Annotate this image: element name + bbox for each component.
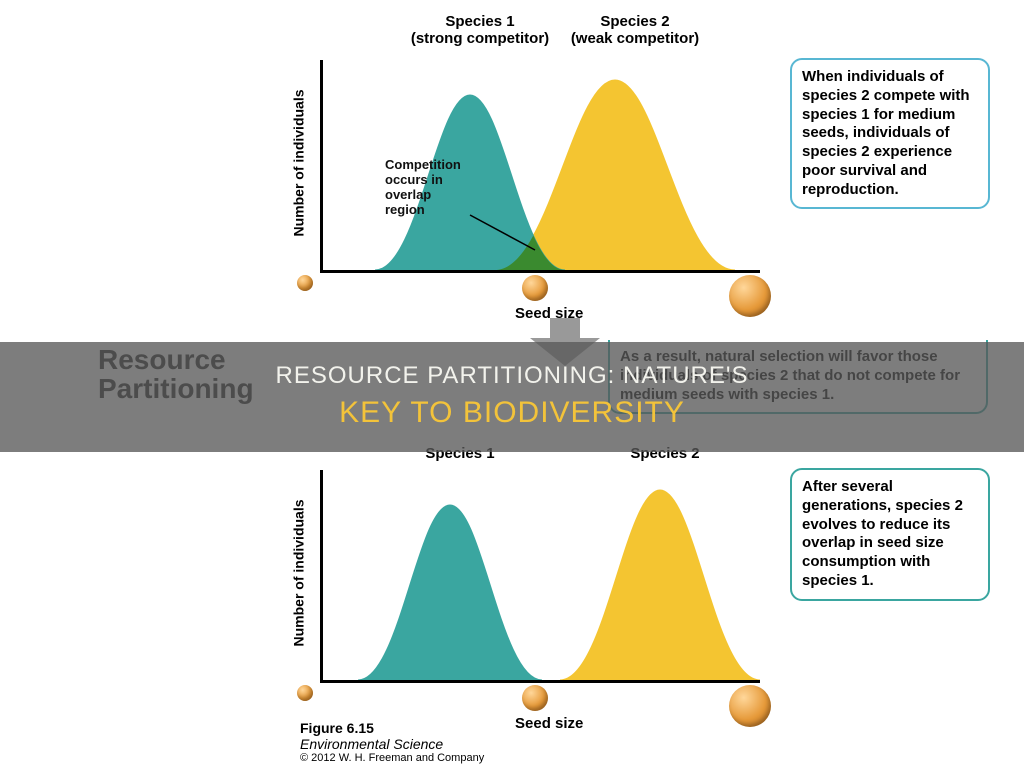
headline-line2: KEY TO BIODIVERSITY bbox=[0, 396, 1024, 430]
headline-overlay: RESOURCE PARTITIONING: NATURE'S KEY TO B… bbox=[0, 342, 1024, 452]
callout-top-right: When individuals of species 2 compete wi… bbox=[790, 58, 990, 209]
seed-icon bbox=[522, 685, 548, 711]
overlap-annotation: Competitionoccurs inoverlapregion bbox=[385, 158, 461, 218]
bottom-x-axis bbox=[320, 680, 760, 683]
seed-icon bbox=[729, 685, 771, 727]
top-species1-label: Species 1(strong competitor) bbox=[410, 14, 550, 47]
seed-icon bbox=[297, 685, 313, 701]
top-y-axis bbox=[320, 60, 323, 270]
seed-icon bbox=[522, 275, 548, 301]
caption-source: Environmental Science bbox=[300, 736, 484, 752]
caption-copyright: © 2012 W. H. Freeman and Company bbox=[300, 752, 484, 764]
top-y-label: Number of individuals bbox=[291, 89, 307, 236]
top-x-axis bbox=[320, 270, 760, 273]
callout-3-text: After several generations, species 2 evo… bbox=[802, 478, 963, 589]
bottom-y-label: Number of individuals bbox=[291, 499, 307, 646]
headline-line1: RESOURCE PARTITIONING: NATURE'S bbox=[0, 362, 1024, 390]
top-chart: Number of individuals Seed size Species … bbox=[320, 60, 780, 320]
bottom-chart-svg bbox=[320, 470, 780, 710]
bottom-x-label: Seed size bbox=[515, 715, 583, 732]
page-root: Resource Partitioning Number of individu… bbox=[0, 0, 1024, 768]
bottom-y-axis bbox=[320, 470, 323, 680]
bottom-chart: Number of individuals Seed size Species … bbox=[320, 470, 780, 730]
callout-bottom-right: After several generations, species 2 evo… bbox=[790, 468, 990, 601]
figure-caption: Figure 6.15 Environmental Science © 2012… bbox=[300, 720, 484, 764]
caption-figure: Figure 6.15 bbox=[300, 720, 374, 736]
seed-icon bbox=[729, 275, 771, 317]
seed-icon bbox=[297, 275, 313, 291]
callout-1-text: When individuals of species 2 compete wi… bbox=[802, 68, 970, 198]
top-species2-label: Species 2(weak competitor) bbox=[560, 14, 710, 47]
